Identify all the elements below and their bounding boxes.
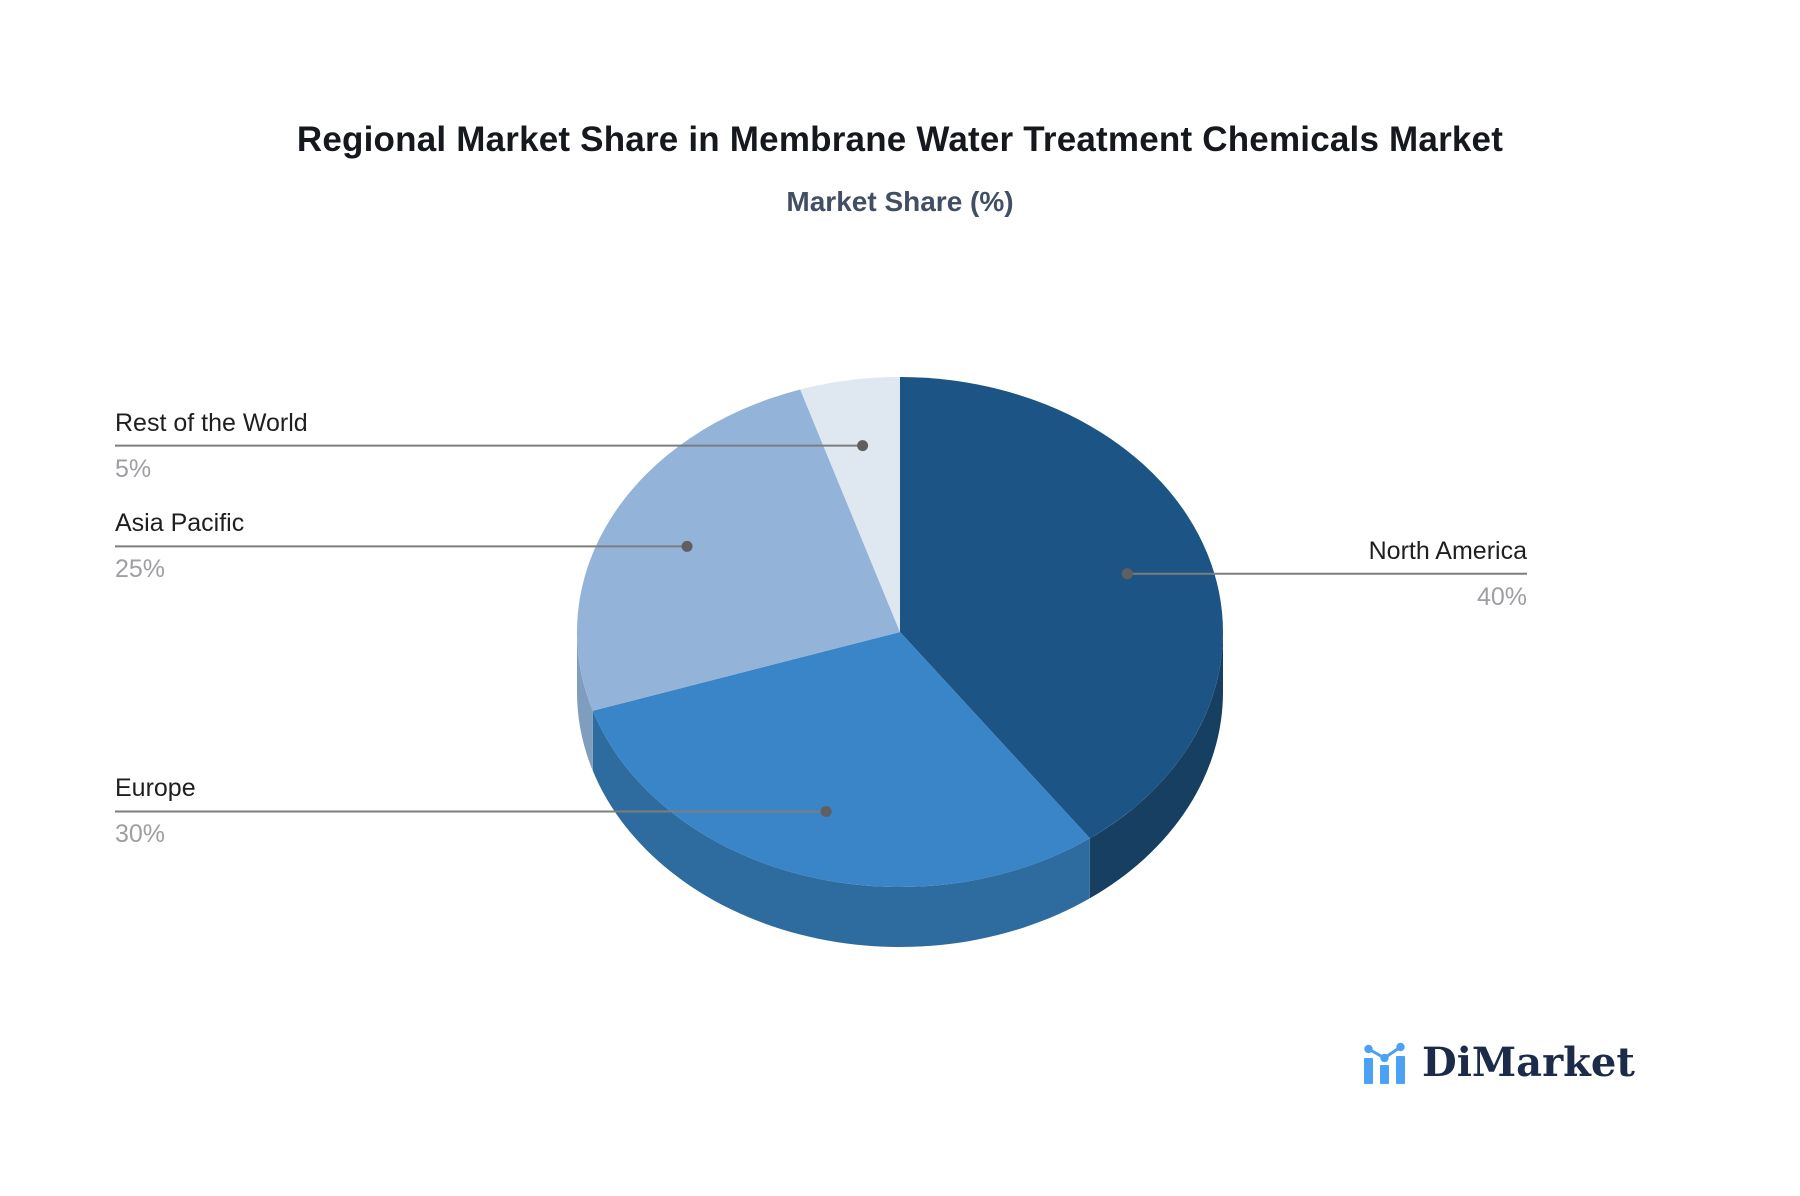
slice-label-percent: 30% bbox=[115, 820, 166, 849]
label-anchor-dot bbox=[857, 440, 869, 452]
brand-logo: DiMarket bbox=[1362, 1040, 1635, 1086]
slice-label-name: Asia Pacific bbox=[115, 509, 245, 538]
bar-chart-with-trend-icon bbox=[1364, 1042, 1405, 1084]
pie-slice-side-north-america bbox=[1089, 632, 1223, 899]
pie-slice-side-europe bbox=[592, 710, 1090, 947]
pie-slice-asia-pacific[interactable] bbox=[576, 389, 900, 711]
slice-label-percent: 25% bbox=[115, 555, 166, 584]
chart-subtitle: Market Share (%) bbox=[786, 186, 1014, 217]
pie-slice-north-america[interactable] bbox=[900, 377, 1223, 839]
pie-slice-europe[interactable] bbox=[592, 632, 1090, 888]
pie-slice-rest-of-the-world[interactable] bbox=[800, 377, 900, 632]
brand-logo-text: DiMarket bbox=[1422, 1039, 1635, 1086]
pie-slice-side-asia-pacific bbox=[577, 632, 593, 771]
chart-title: Regional Market Share in Membrane Water … bbox=[296, 120, 1504, 159]
label-anchor-dot bbox=[820, 805, 832, 817]
slice-label-name: Europe bbox=[115, 774, 196, 803]
label-anchor-dot bbox=[1121, 568, 1133, 580]
slice-label-percent: 40% bbox=[1476, 582, 1527, 611]
label-anchor-dot bbox=[681, 540, 693, 552]
slice-label-percent: 5% bbox=[115, 454, 152, 483]
slice-label-name: North America bbox=[1368, 536, 1527, 565]
slice-label-name: Rest of the World bbox=[115, 408, 308, 437]
